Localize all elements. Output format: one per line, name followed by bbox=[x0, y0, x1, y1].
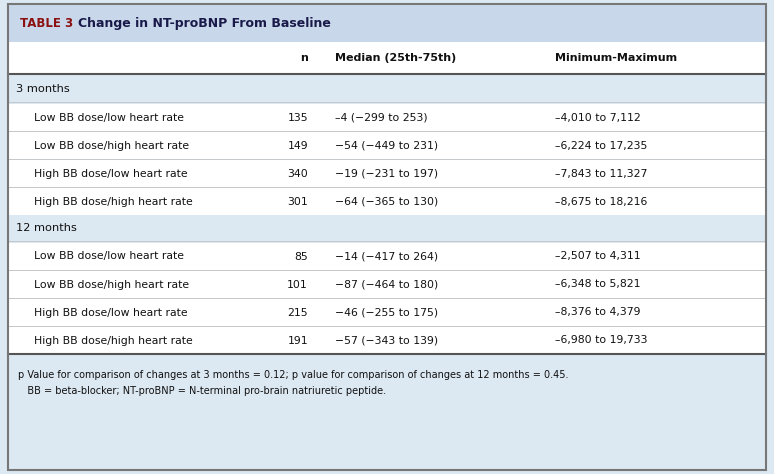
Bar bbox=[8, 4, 766, 42]
Text: 149: 149 bbox=[287, 140, 308, 151]
Bar bbox=[8, 271, 766, 298]
Text: −46 (−255 to 175): −46 (−255 to 175) bbox=[335, 308, 438, 318]
Bar bbox=[8, 215, 766, 241]
Text: Low BB dose/low heart rate: Low BB dose/low heart rate bbox=[34, 252, 184, 262]
Text: High BB dose/high heart rate: High BB dose/high heart rate bbox=[34, 197, 193, 207]
Text: Median (25th-75th): Median (25th-75th) bbox=[335, 53, 456, 63]
Text: n: n bbox=[300, 53, 308, 63]
Text: 135: 135 bbox=[287, 112, 308, 122]
Text: High BB dose/low heart rate: High BB dose/low heart rate bbox=[34, 308, 187, 318]
Text: BB = beta-blocker; NT-proBNP = N-terminal pro-brain natriuretic peptide.: BB = beta-blocker; NT-proBNP = N-termina… bbox=[18, 386, 386, 396]
Text: −19 (−231 to 197): −19 (−231 to 197) bbox=[335, 168, 438, 179]
Bar bbox=[8, 243, 766, 270]
Text: –2,507 to 4,311: –2,507 to 4,311 bbox=[555, 252, 641, 262]
Text: −87 (−464 to 180): −87 (−464 to 180) bbox=[335, 280, 438, 290]
Text: –8,675 to 18,216: –8,675 to 18,216 bbox=[555, 197, 647, 207]
Text: –7,843 to 11,327: –7,843 to 11,327 bbox=[555, 168, 647, 179]
Text: 101: 101 bbox=[287, 280, 308, 290]
Bar bbox=[8, 327, 766, 354]
Text: High BB dose/high heart rate: High BB dose/high heart rate bbox=[34, 336, 193, 346]
Text: 85: 85 bbox=[294, 252, 308, 262]
Text: –4 (−299 to 253): –4 (−299 to 253) bbox=[335, 112, 427, 122]
Text: Low BB dose/low heart rate: Low BB dose/low heart rate bbox=[34, 112, 184, 122]
Text: –6,224 to 17,235: –6,224 to 17,235 bbox=[555, 140, 647, 151]
Bar bbox=[8, 299, 766, 326]
Bar bbox=[8, 356, 766, 470]
Text: –8,376 to 4,379: –8,376 to 4,379 bbox=[555, 308, 641, 318]
Text: TABLE 3: TABLE 3 bbox=[20, 17, 73, 29]
Bar bbox=[8, 42, 766, 74]
Text: 12 months: 12 months bbox=[16, 223, 77, 233]
Bar bbox=[8, 160, 766, 187]
Text: −14 (−417 to 264): −14 (−417 to 264) bbox=[335, 252, 438, 262]
Text: –4,010 to 7,112: –4,010 to 7,112 bbox=[555, 112, 641, 122]
Text: –6,348 to 5,821: –6,348 to 5,821 bbox=[555, 280, 641, 290]
Bar bbox=[8, 188, 766, 215]
Text: Change in NT-proBNP From Baseline: Change in NT-proBNP From Baseline bbox=[78, 17, 330, 29]
Text: 191: 191 bbox=[287, 336, 308, 346]
Bar bbox=[8, 132, 766, 159]
Bar bbox=[8, 104, 766, 131]
Text: −54 (−449 to 231): −54 (−449 to 231) bbox=[335, 140, 438, 151]
Text: p Value for comparison of changes at 3 months = 0.12; p value for comparison of : p Value for comparison of changes at 3 m… bbox=[18, 370, 568, 380]
Text: 301: 301 bbox=[287, 197, 308, 207]
Text: −64 (−365 to 130): −64 (−365 to 130) bbox=[335, 197, 438, 207]
Text: Low BB dose/high heart rate: Low BB dose/high heart rate bbox=[34, 140, 189, 151]
Text: Low BB dose/high heart rate: Low BB dose/high heart rate bbox=[34, 280, 189, 290]
Bar bbox=[8, 76, 766, 102]
Text: –6,980 to 19,733: –6,980 to 19,733 bbox=[555, 336, 648, 346]
Text: High BB dose/low heart rate: High BB dose/low heart rate bbox=[34, 168, 187, 179]
Text: 340: 340 bbox=[287, 168, 308, 179]
Text: 3 months: 3 months bbox=[16, 84, 70, 94]
Text: Minimum-Maximum: Minimum-Maximum bbox=[555, 53, 677, 63]
Text: −57 (−343 to 139): −57 (−343 to 139) bbox=[335, 336, 438, 346]
Text: 215: 215 bbox=[287, 308, 308, 318]
